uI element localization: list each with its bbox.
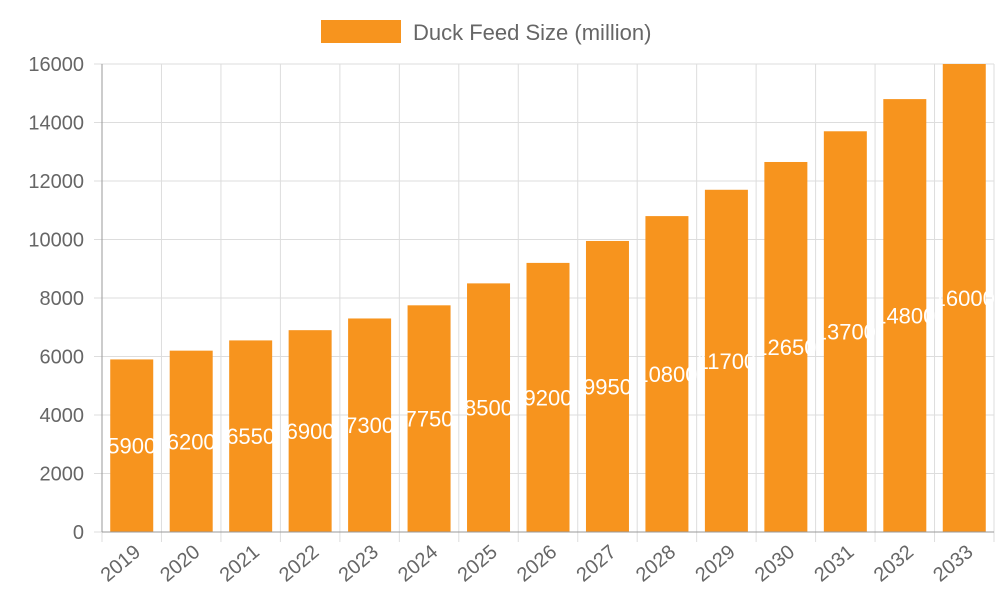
grid xyxy=(94,63,995,542)
bar xyxy=(883,99,927,532)
bar xyxy=(229,340,273,532)
x-tick-label: 2026 xyxy=(513,541,561,586)
bar xyxy=(585,240,629,532)
bar xyxy=(764,161,808,533)
bar xyxy=(645,216,689,532)
data-label: 6550 xyxy=(226,424,275,449)
x-tick-label: 2029 xyxy=(691,541,739,586)
data-label: 14800 xyxy=(874,304,935,329)
x-tick-label: 2022 xyxy=(275,541,323,586)
bar xyxy=(942,64,986,532)
y-tick-label: 0 xyxy=(73,522,84,544)
data-label: 5900 xyxy=(107,434,156,459)
data-label: 8500 xyxy=(464,396,513,421)
bar xyxy=(288,330,332,532)
y-tick-label: 16000 xyxy=(28,54,84,76)
data-labels: 5900 6200 6550 6900 7300 7750 8500 9200 9950 1080… xyxy=(107,286,995,459)
y-tick-label: 10000 xyxy=(28,230,84,252)
y-tick-label: 12000 xyxy=(28,171,84,193)
data-label: 12650 xyxy=(755,335,816,360)
bar xyxy=(348,318,392,532)
bar xyxy=(467,283,511,532)
legend-label: Duck Feed Size (million) xyxy=(413,20,651,45)
data-label: 6200 xyxy=(167,429,216,454)
data-label: 9200 xyxy=(524,385,573,410)
data-label: 7300 xyxy=(345,413,394,438)
bars xyxy=(110,64,986,533)
bar xyxy=(526,262,570,532)
x-tick-label: 2019 xyxy=(97,541,145,586)
x-tick-label: 2025 xyxy=(454,541,502,586)
y-tick-label: 14000 xyxy=(28,113,84,135)
x-tick-label: 2024 xyxy=(394,541,442,586)
bar xyxy=(823,131,867,532)
y-tick-label: 6000 xyxy=(40,347,85,369)
data-label: 7750 xyxy=(405,407,454,432)
x-tick-label: 2030 xyxy=(751,541,799,586)
data-label: 9950 xyxy=(583,374,632,399)
data-label: 6900 xyxy=(286,419,335,444)
bar xyxy=(407,305,451,532)
legend-swatch xyxy=(321,20,401,43)
x-tick-label: 2032 xyxy=(870,541,918,586)
data-label: 11700 xyxy=(697,349,757,374)
x-tick-label: 2031 xyxy=(810,541,858,586)
data-label: 10800 xyxy=(636,362,697,387)
bar xyxy=(169,350,213,532)
x-tick-label: 2021 xyxy=(216,541,264,586)
legend[interactable]: Duck Feed Size (million) xyxy=(321,20,651,45)
bar xyxy=(110,359,154,532)
y-tick-label: 4000 xyxy=(40,405,85,427)
x-tick-label: 2020 xyxy=(156,541,204,586)
x-tick-label: 2033 xyxy=(929,541,977,586)
x-tick-label: 2023 xyxy=(335,541,383,586)
x-tick-label: 2028 xyxy=(632,541,680,586)
bar xyxy=(704,189,748,532)
data-label: 16000 xyxy=(934,286,995,311)
data-label: 13700 xyxy=(815,320,876,345)
y-tick-label: 8000 xyxy=(40,288,85,310)
x-tick-label: 2027 xyxy=(572,541,620,586)
y-tick-label: 2000 xyxy=(40,464,85,486)
